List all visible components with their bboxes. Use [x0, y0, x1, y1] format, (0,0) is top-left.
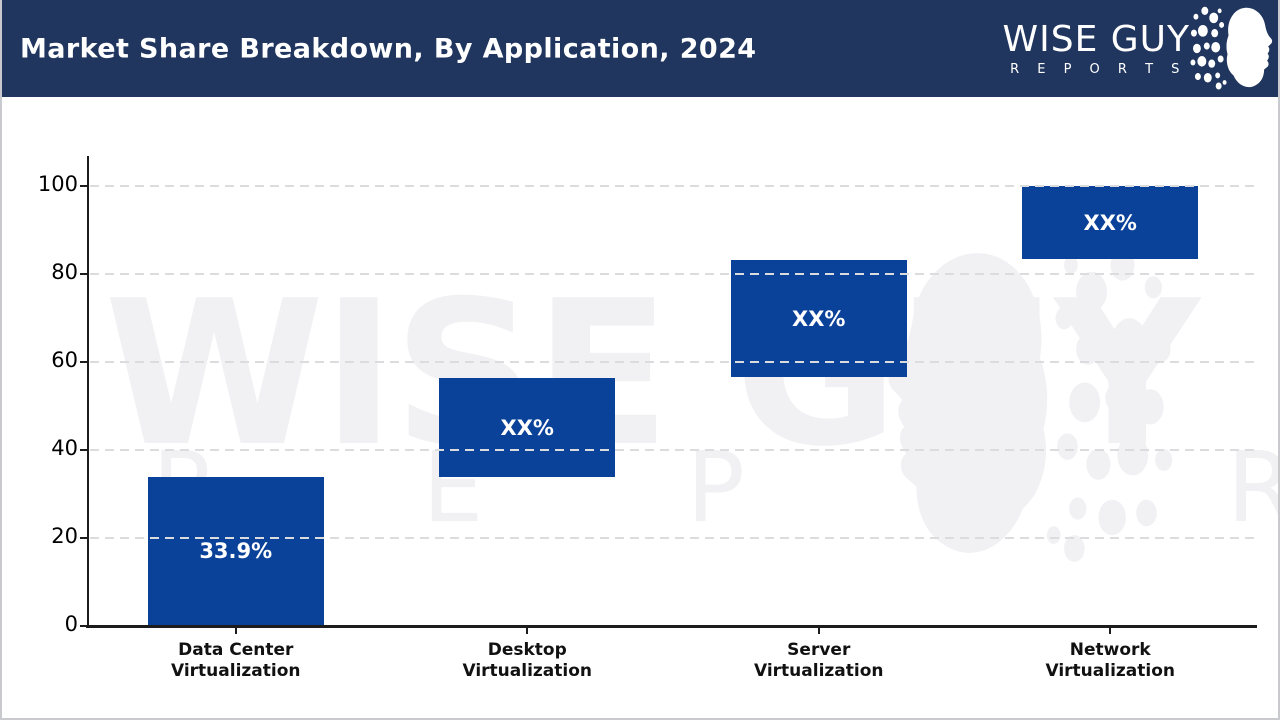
y-tick-label: 20	[51, 524, 78, 548]
y-tick-label: 100	[37, 172, 78, 196]
y-tick-mark	[80, 449, 88, 451]
category-label: Network Virtualization	[1045, 640, 1176, 682]
y-tick-label: 60	[51, 348, 78, 372]
y-tick-mark	[80, 185, 88, 187]
bar-value-label: XX%	[1083, 210, 1137, 235]
y-tick-label: 80	[51, 260, 78, 284]
category-label: Data Center Virtualization	[170, 640, 301, 682]
watermark-head-icon	[888, 249, 1173, 562]
gridline	[90, 273, 1256, 275]
y-tick-mark	[80, 625, 88, 627]
category-label: Server Virtualization	[753, 640, 884, 682]
brand-logo-text: WISE GUY R E P O R T S	[1002, 18, 1191, 77]
x-axis-line	[86, 625, 1257, 628]
gridline	[90, 185, 1256, 187]
bar-segment: XX%	[730, 259, 907, 378]
brand-logo: WISE GUY R E P O R T S	[1003, 5, 1275, 93]
bar-value-label: XX%	[792, 306, 846, 331]
bar-segment: XX%	[439, 378, 616, 477]
chart-area: WISE GUY R E P O R T S 02040608010033.9%…	[2, 97, 1278, 718]
y-tick-mark	[80, 361, 88, 363]
category-label: Desktop Virtualization	[462, 640, 593, 682]
gridline	[90, 361, 1256, 363]
y-tick-label: 40	[51, 436, 78, 460]
gridline	[90, 449, 1256, 451]
bar-value-label: XX%	[500, 415, 554, 440]
page-title: Market Share Breakdown, By Application, …	[20, 33, 757, 64]
x-tick-mark	[526, 628, 529, 634]
header-bar: Market Share Breakdown, By Application, …	[2, 0, 1278, 97]
brand-name: WISE GUY	[1002, 18, 1190, 60]
x-tick-mark	[1109, 628, 1112, 634]
gridline	[90, 537, 1256, 539]
y-tick-mark	[80, 273, 88, 275]
dotted-head-icon	[1190, 6, 1273, 90]
bar-segment: 33.9%	[147, 476, 324, 626]
bar-value-label: 33.9%	[199, 539, 273, 564]
y-tick-label: 0	[64, 612, 78, 636]
x-tick-mark	[817, 628, 820, 634]
y-tick-mark	[80, 537, 88, 539]
x-tick-mark	[234, 628, 237, 634]
bar-segment: XX%	[1022, 186, 1199, 260]
y-axis-line	[87, 156, 89, 628]
brand-subname: R E P O R T S	[1010, 61, 1187, 77]
